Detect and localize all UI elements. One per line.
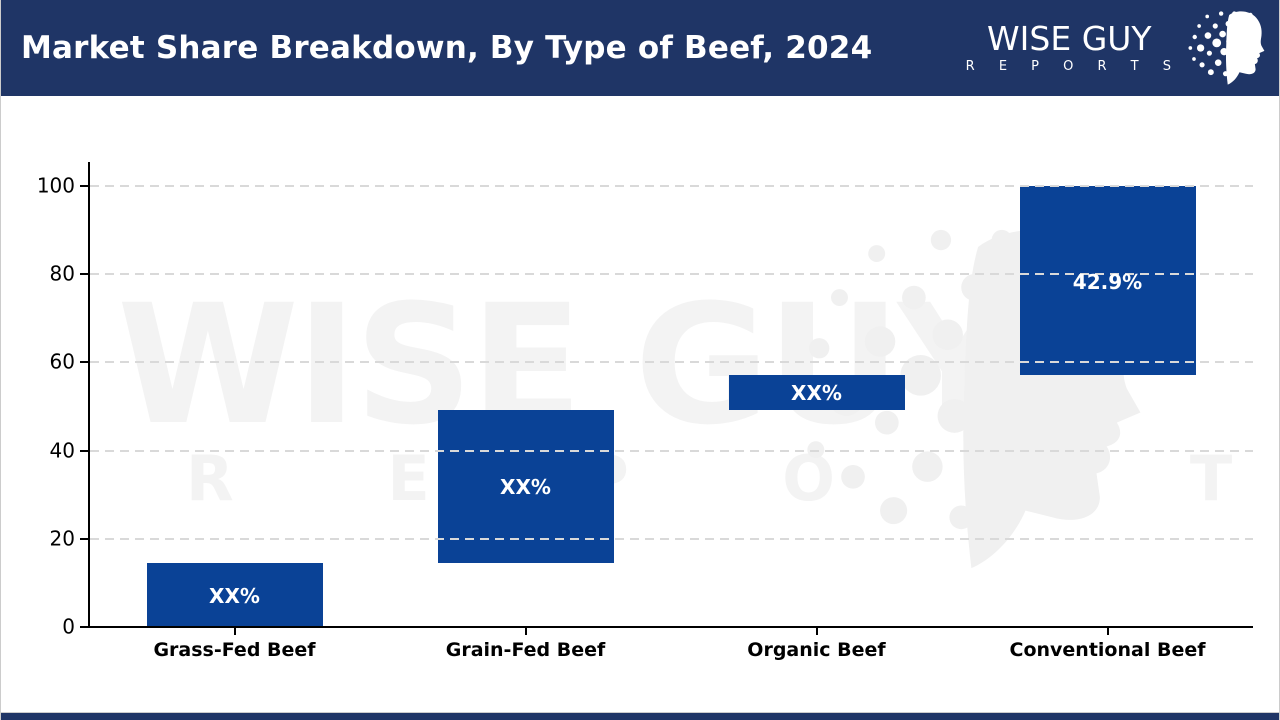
y-tick: [80, 626, 88, 628]
header-bar: Market Share Breakdown, By Type of Beef,…: [1, 0, 1279, 96]
y-tick-label: 0: [62, 614, 75, 639]
y-tick-label: 80: [49, 261, 75, 286]
gridline: [90, 449, 1253, 452]
bar-grass-fed-beef: [146, 563, 323, 627]
gridline: [90, 537, 1253, 540]
logo-tagline: R E P O R T S: [965, 59, 1181, 75]
y-tick: [80, 185, 88, 187]
bar-value-label: XX%: [500, 475, 551, 500]
bar-value-label: XX%: [791, 381, 842, 406]
category-label: Grain-Fed Beef: [445, 639, 606, 661]
bar-grain-fed-beef: [437, 409, 614, 564]
x-tick: [233, 628, 236, 635]
gridline: [90, 273, 1253, 276]
bar-conventional-beef: [1019, 186, 1196, 376]
y-tick: [80, 537, 88, 540]
footer-divider: [1, 712, 1279, 713]
y-tick-label: 100: [36, 173, 75, 198]
category-label: Organic Beef: [747, 639, 886, 661]
x-tick: [815, 628, 818, 635]
page-title: Market Share Breakdown, By Type of Beef,…: [21, 30, 873, 66]
wise-guy-reports-logo: WISE GUY R E P O R T S: [958, 5, 1271, 91]
logo-brand-name: WISE GUY: [987, 18, 1152, 58]
bar-organic-beef: [728, 375, 905, 410]
x-tick: [1106, 628, 1109, 635]
category-label: Conventional Beef: [1009, 639, 1206, 661]
x-axis-spine: [88, 626, 1253, 628]
y-tick-label: 20: [49, 526, 75, 551]
y-tick: [80, 273, 88, 276]
gridline: [90, 185, 1253, 187]
face-profile-dots-icon: [1183, 6, 1271, 90]
y-tick: [80, 361, 88, 364]
logo-text: WISE GUY R E P O R T S: [958, 18, 1181, 75]
bar-value-label: XX%: [209, 584, 260, 609]
y-tick: [80, 449, 88, 452]
y-axis-spine: [88, 162, 90, 628]
y-tick-label: 60: [49, 349, 75, 374]
gridline: [90, 361, 1253, 364]
bar-value-label: 42.9%: [1072, 269, 1143, 294]
x-tick: [524, 628, 527, 635]
y-tick-label: 40: [49, 438, 75, 463]
category-label: Grass-Fed Beef: [153, 639, 316, 661]
footer-bar: [1, 713, 1279, 720]
